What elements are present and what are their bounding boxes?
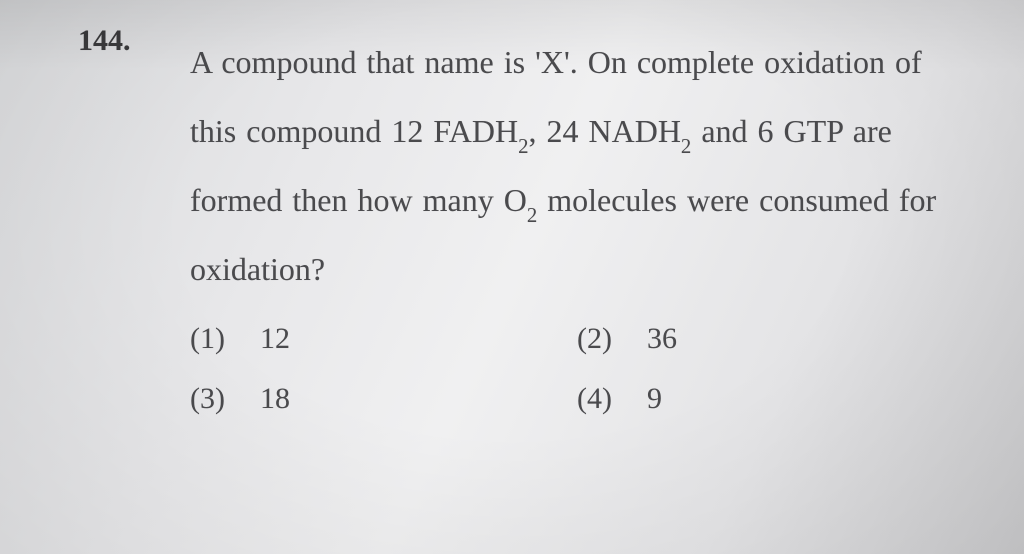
- option-value: 36: [647, 322, 677, 356]
- subscript: 2: [681, 135, 691, 158]
- option-4[interactable]: (4) 9: [577, 382, 964, 416]
- subscript: 2: [527, 204, 537, 227]
- option-value: 18: [260, 382, 290, 416]
- options-grid: (1) 12 (2) 36 (3) 18 (4) 9: [190, 322, 964, 416]
- option-3[interactable]: (3) 18: [190, 382, 577, 416]
- question-number: 144.: [78, 24, 131, 58]
- option-1[interactable]: (1) 12: [190, 322, 577, 356]
- option-label: (2): [577, 322, 629, 356]
- exam-question-page: 144. A compound that name is 'X'. On com…: [0, 0, 1024, 554]
- option-value: 12: [260, 322, 290, 356]
- subscript: 2: [518, 135, 528, 158]
- option-2[interactable]: (2) 36: [577, 322, 964, 356]
- option-label: (3): [190, 382, 242, 416]
- question-text: A compound that name is 'X'. On complete…: [190, 28, 944, 304]
- question-text-part: , 24 NADH: [528, 113, 680, 149]
- option-value: 9: [647, 382, 662, 416]
- option-label: (4): [577, 382, 629, 416]
- option-label: (1): [190, 322, 242, 356]
